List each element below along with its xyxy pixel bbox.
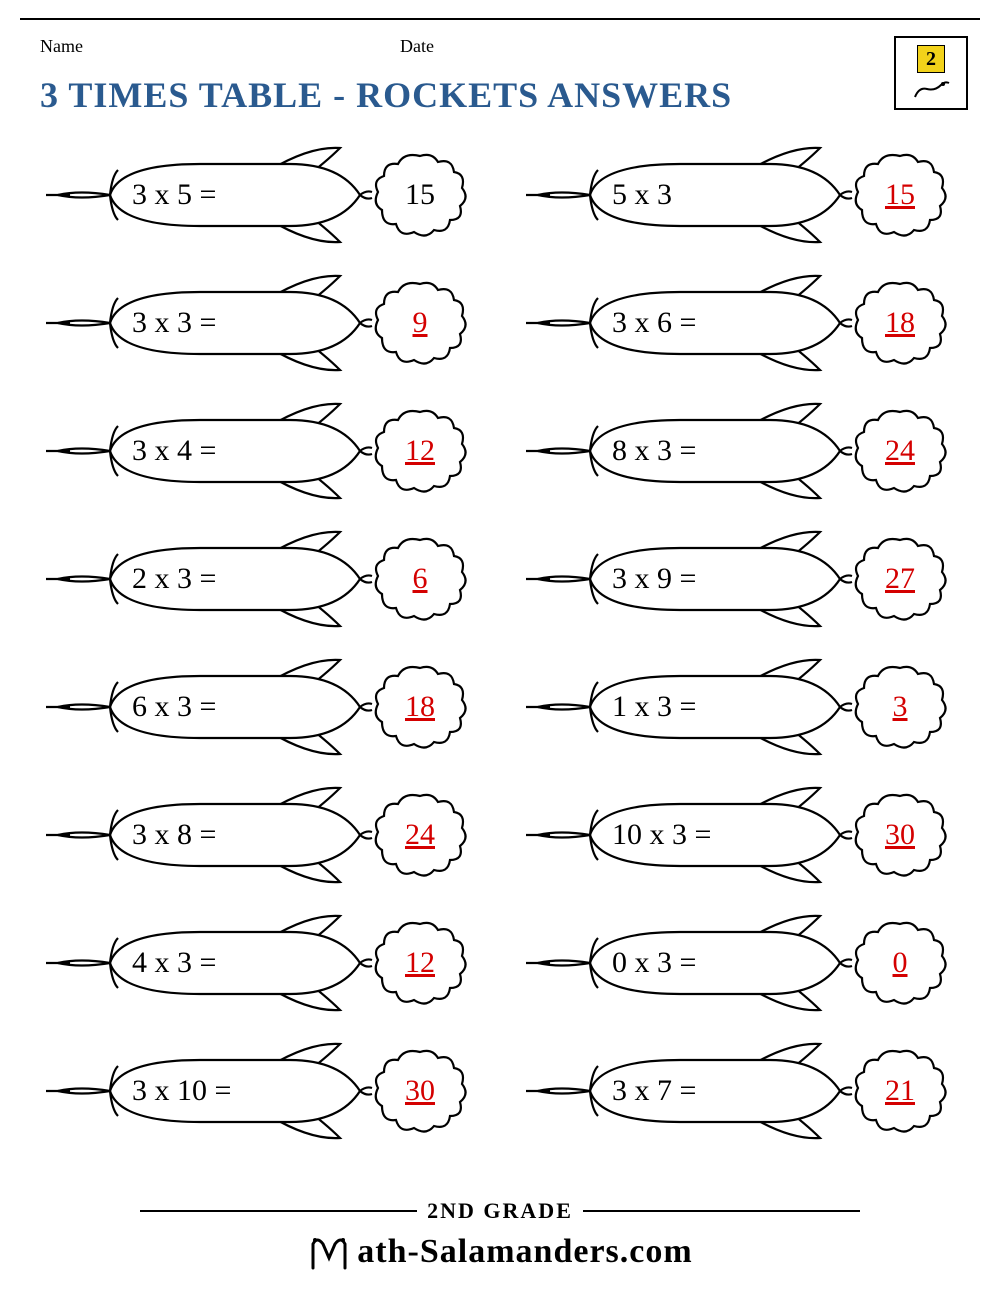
equation-text: 1 x 3 = [612, 652, 696, 762]
footer-rule-left [140, 1210, 417, 1212]
answer-value: 0 [850, 916, 950, 1010]
equation-text: 4 x 3 = [132, 908, 216, 1018]
answer-value: 15 [370, 148, 470, 242]
problem-row: 8 x 3 = 24 [520, 396, 960, 506]
problem-row: 3 x 7 = 21 [520, 1036, 960, 1146]
problems-grid: 3 x 5 = 15 5 x 3 15 3 x 3 = 9 3 x 6 = 18 [40, 140, 960, 1146]
problem-row: 3 x 9 = 27 [520, 524, 960, 634]
problem-row: 5 x 3 15 [520, 140, 960, 250]
problem-row: 3 x 4 = 12 [40, 396, 480, 506]
problem-row: 4 x 3 = 12 [40, 908, 480, 1018]
equation-text: 3 x 6 = [612, 268, 696, 378]
page-title: 3 TIMES TABLE - ROCKETS ANSWERS [40, 74, 732, 116]
answer-value: 27 [850, 532, 950, 626]
equation-text: 3 x 5 = [132, 140, 216, 250]
answer-value: 30 [850, 788, 950, 882]
problem-row: 2 x 3 = 6 [40, 524, 480, 634]
problem-row: 3 x 6 = 18 [520, 268, 960, 378]
equation-text: 2 x 3 = [132, 524, 216, 634]
name-label: Name [40, 36, 400, 57]
answer-value: 18 [370, 660, 470, 754]
answer-value: 18 [850, 276, 950, 370]
equation-text: 3 x 9 = [612, 524, 696, 634]
answer-value: 12 [370, 916, 470, 1010]
problem-row: 1 x 3 = 3 [520, 652, 960, 762]
equation-text: 3 x 4 = [132, 396, 216, 506]
answer-value: 30 [370, 1044, 470, 1138]
equation-text: 3 x 3 = [132, 268, 216, 378]
equation-text: 8 x 3 = [612, 396, 696, 506]
answer-value: 24 [370, 788, 470, 882]
top-rule [20, 18, 980, 20]
grade-badge: 2 [894, 36, 968, 110]
problem-row: 3 x 5 = 15 [40, 140, 480, 250]
equation-text: 6 x 3 = [132, 652, 216, 762]
salamander-icon [911, 77, 951, 101]
equation-text: 3 x 7 = [612, 1036, 696, 1146]
brand: ath-Salamanders.com [0, 1230, 1000, 1274]
answer-value: 9 [370, 276, 470, 370]
problem-row: 0 x 3 = 0 [520, 908, 960, 1018]
answer-value: 24 [850, 404, 950, 498]
problem-row: 6 x 3 = 18 [40, 652, 480, 762]
problem-row: 3 x 10 = 30 [40, 1036, 480, 1146]
equation-text: 3 x 8 = [132, 780, 216, 890]
header-row: Name Date [40, 36, 960, 57]
footer-rule-right [583, 1210, 860, 1212]
salamander-m-icon [307, 1230, 351, 1274]
problem-row: 10 x 3 = 30 [520, 780, 960, 890]
equation-text: 10 x 3 = [612, 780, 711, 890]
equation-text: 3 x 10 = [132, 1036, 231, 1146]
brand-text: ath-Salamanders.com [357, 1233, 692, 1271]
answer-value: 21 [850, 1044, 950, 1138]
answer-value: 12 [370, 404, 470, 498]
badge-number: 2 [917, 45, 945, 73]
answer-value: 3 [850, 660, 950, 754]
problem-row: 3 x 8 = 24 [40, 780, 480, 890]
equation-text: 5 x 3 [612, 140, 672, 250]
problem-row: 3 x 3 = 9 [40, 268, 480, 378]
answer-value: 6 [370, 532, 470, 626]
footer: 2ND GRADE ath-Salamanders.com [0, 1198, 1000, 1274]
date-label: Date [400, 36, 960, 57]
equation-text: 0 x 3 = [612, 908, 696, 1018]
grade-label: 2ND GRADE [427, 1198, 573, 1224]
answer-value: 15 [850, 148, 950, 242]
